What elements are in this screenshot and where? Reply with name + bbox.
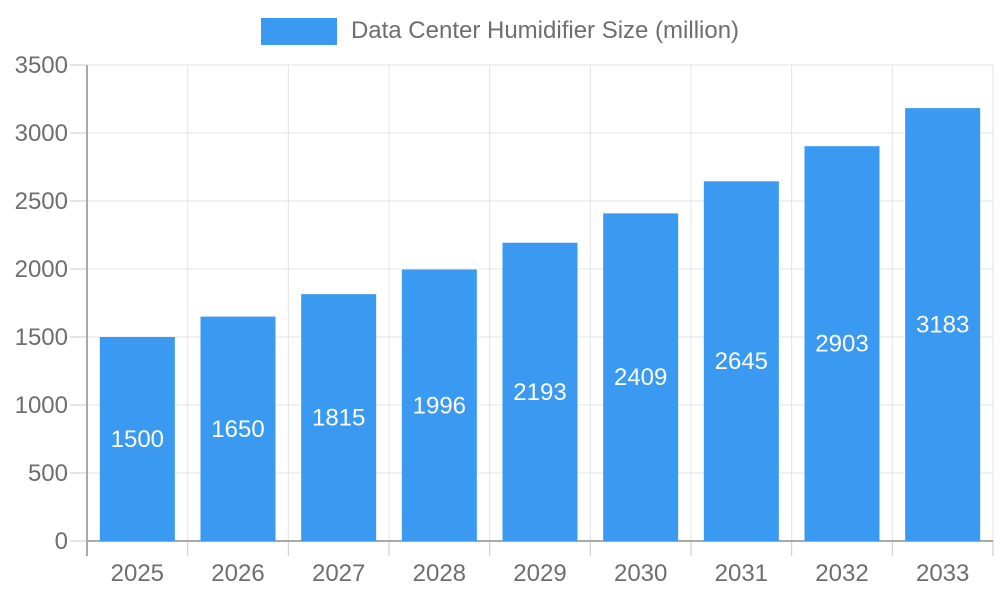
x-tick-label: 2029 — [513, 560, 566, 587]
y-tick-label: 1500 — [15, 324, 68, 351]
bar-2026[interactable] — [200, 316, 276, 541]
x-tick-label: 2033 — [916, 560, 969, 587]
bar-value-label: 2193 — [513, 379, 566, 406]
bar-value-label: 2645 — [715, 348, 768, 375]
bar-value-label: 1500 — [111, 426, 164, 453]
x-tick-label: 2032 — [815, 560, 868, 587]
bar-2030[interactable] — [603, 213, 679, 541]
y-tick-label: 3000 — [15, 120, 68, 147]
bar-value-label: 1996 — [413, 392, 466, 419]
legend-label: Data Center Humidifier Size (million) — [350, 17, 740, 44]
y-tick-label: 2500 — [15, 188, 68, 215]
bar-2032[interactable] — [804, 146, 880, 541]
legend[interactable]: Data Center Humidifier Size (million) — [0, 16, 1000, 46]
y-tick-label: 1000 — [15, 392, 68, 419]
bar-2028[interactable] — [401, 269, 477, 541]
y-tick-label: 0 — [55, 528, 68, 555]
x-tick-label: 2027 — [312, 560, 365, 587]
y-tick-label: 3500 — [15, 52, 68, 79]
x-tick-label: 2028 — [413, 560, 466, 587]
bar-2029[interactable] — [502, 242, 578, 541]
x-tick-label: 2030 — [614, 560, 667, 587]
bar-2027[interactable] — [301, 294, 377, 541]
bar-2025[interactable] — [99, 337, 175, 541]
bar-value-label: 2409 — [614, 364, 667, 391]
bar-value-label: 1650 — [211, 416, 264, 443]
y-tick-label: 500 — [28, 460, 68, 487]
bar-2033[interactable] — [905, 108, 981, 541]
bar-value-label: 2903 — [815, 331, 868, 358]
legend-swatch — [260, 17, 337, 45]
y-tick-label: 2000 — [15, 256, 68, 283]
x-tick-label: 2025 — [111, 560, 164, 587]
x-tick-label: 2026 — [211, 560, 264, 587]
bar-value-label: 3183 — [916, 312, 969, 339]
bar-value-label: 1815 — [312, 405, 365, 432]
x-tick-label: 2031 — [715, 560, 768, 587]
bar-2031[interactable] — [703, 181, 779, 541]
